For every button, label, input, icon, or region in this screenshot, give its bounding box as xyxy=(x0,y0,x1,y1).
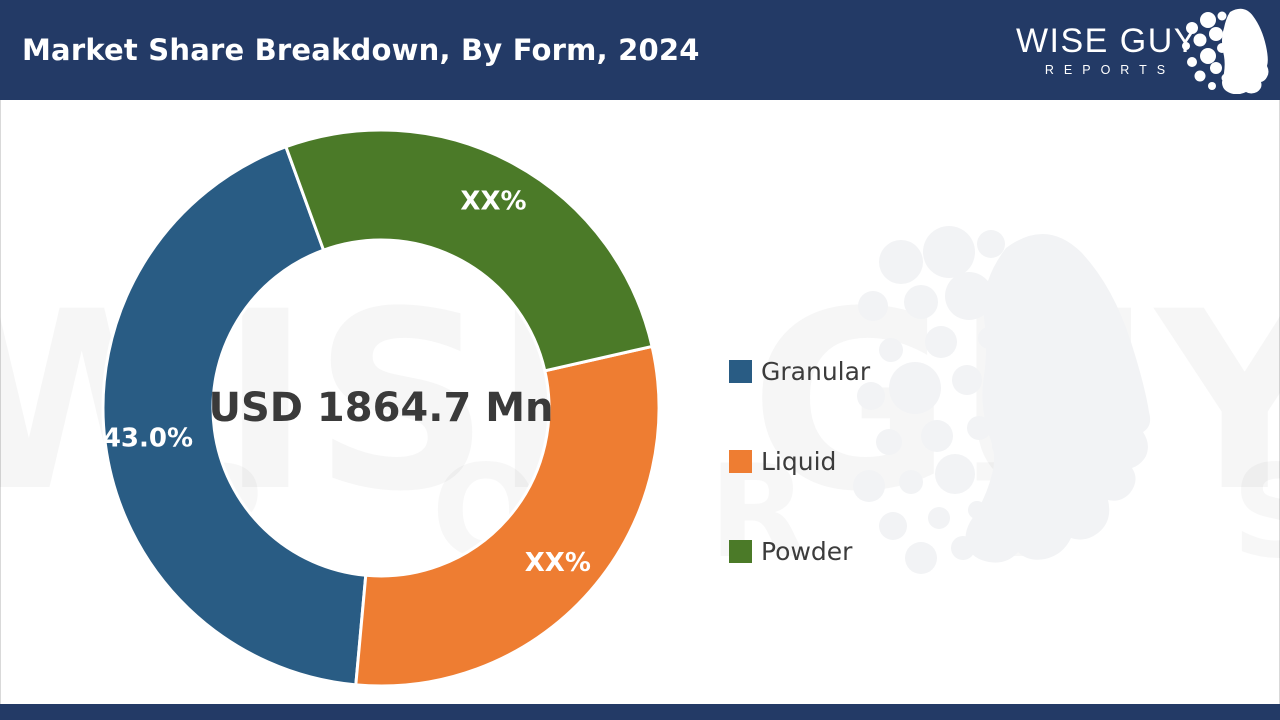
donut-chart: 43.0% XX% XX% xyxy=(101,128,661,688)
page-title: Market Share Breakdown, By Form, 2024 xyxy=(22,33,700,67)
donut-slice-granular xyxy=(101,144,368,687)
header-bar: Market Share Breakdown, By Form, 2024 WI… xyxy=(0,0,1280,100)
brand-logo-name: WISE GUY xyxy=(1015,22,1198,60)
slice-label-liquid: XX% xyxy=(525,548,591,578)
brand-logo-text: WISE GUY REPORTS xyxy=(1016,22,1198,77)
legend-item-liquid: Liquid xyxy=(729,446,837,476)
chart-area: WISE GUY R E P O R T S 43.0%XX%XX% USD 1… xyxy=(0,100,1280,704)
footer-bar xyxy=(0,704,1280,720)
legend-swatch-powder xyxy=(729,539,752,563)
chart-center-value: USD 1864.7 Mn xyxy=(208,385,554,431)
legend-label-granular: Granular xyxy=(761,356,871,386)
slice-label-granular: 43.0% xyxy=(103,423,193,453)
slice-label-powder: XX% xyxy=(460,187,526,217)
legend-label-powder: Powder xyxy=(761,536,853,566)
brand-logo-subname: REPORTS xyxy=(1044,63,1176,77)
legend-swatch-liquid xyxy=(729,449,752,473)
legend-item-powder: Powder xyxy=(729,536,853,566)
watermark-head-icon xyxy=(853,226,1151,574)
legend-item-granular: Granular xyxy=(729,356,871,386)
donut-slice-powder xyxy=(283,128,654,373)
brand-head-icon xyxy=(1182,8,1269,94)
brand-logo: WISE GUY REPORTS xyxy=(1015,0,1270,100)
legend-swatch-granular xyxy=(729,359,752,383)
legend-label-liquid: Liquid xyxy=(761,446,837,476)
donut-slice-liquid xyxy=(354,344,661,688)
